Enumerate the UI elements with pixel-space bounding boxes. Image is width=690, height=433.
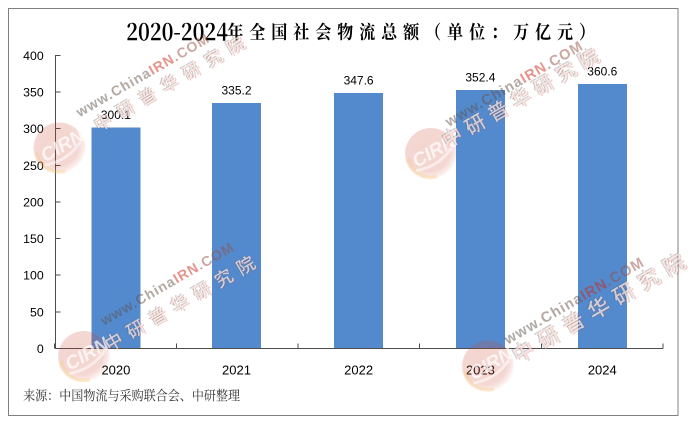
svg-text:400: 400 — [23, 49, 44, 63]
svg-text:150: 150 — [23, 232, 44, 246]
svg-text:2022: 2022 — [344, 363, 373, 378]
svg-text:352.4: 352.4 — [465, 71, 495, 85]
svg-text:360.6: 360.6 — [587, 64, 617, 78]
svg-text:2024: 2024 — [588, 363, 617, 378]
svg-text:2020: 2020 — [101, 363, 130, 378]
svg-text:347.6: 347.6 — [344, 74, 374, 88]
svg-text:50: 50 — [30, 305, 44, 319]
svg-text:2021: 2021 — [222, 363, 251, 378]
svg-text:100: 100 — [23, 269, 44, 283]
svg-text:200: 200 — [23, 195, 44, 209]
svg-text:300: 300 — [23, 122, 44, 136]
svg-text:0: 0 — [37, 342, 44, 356]
svg-text:335.2: 335.2 — [221, 83, 251, 97]
svg-text:350: 350 — [23, 85, 44, 99]
